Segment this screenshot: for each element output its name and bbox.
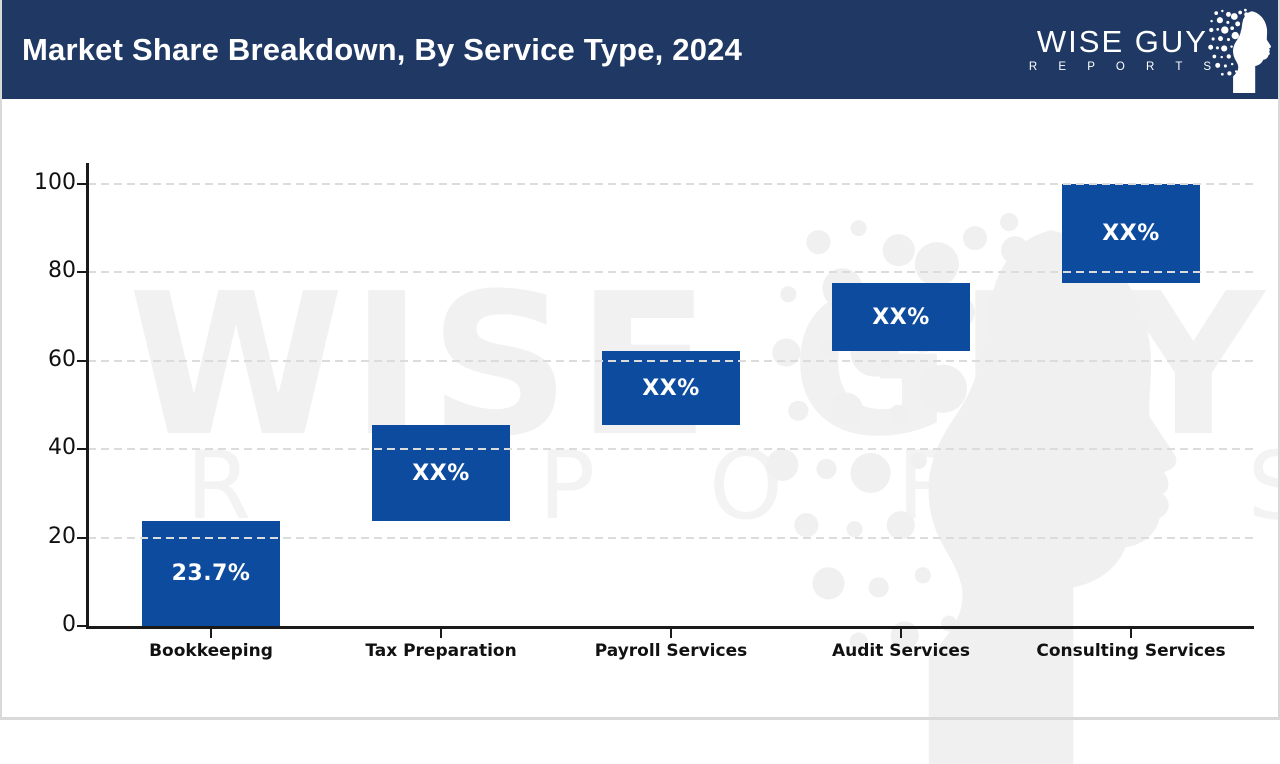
bar-consulting-services: XX% [1062,184,1200,284]
logo-name: WISE GUY [1036,24,1208,59]
bar-audit-services: XX% [832,283,970,352]
gridline-40 [88,448,1254,451]
y-tick-label: 60 [48,346,76,372]
x-tick-mark [1130,629,1132,638]
gridline-60 [88,359,1254,362]
y-tick-mark [77,359,87,362]
bar-value-label: XX% [1102,221,1160,247]
y-tick-label: 100 [34,170,76,195]
logo-tagline: R E P O R T S [1028,61,1220,73]
y-tick-label: 0 [62,612,76,637]
bar-bookkeeping: 23.7% [142,521,280,626]
x-category-label: Audit Services [831,641,971,661]
y-tick-label: 40 [48,435,76,461]
y-axis-line [86,163,89,629]
y-tick-mark [77,183,87,185]
waterfall-chart: 23.7% XX% XX% XX% XX% 0 20 40 60 80 100 Bookkeeping… [34,163,1254,661]
y-tick-label: 80 [48,258,76,284]
bar-payroll-services: XX% [602,351,740,426]
x-tick-mark [900,629,902,638]
x-tick-mark [210,629,212,638]
wise-guy-reports-logo: WISE GUY R E P O R T S [1025,7,1274,93]
x-tick-mark [440,629,442,638]
y-tick-mark [77,448,87,451]
y-tick-mark [77,625,87,627]
y-tick-label: 20 [48,523,76,549]
y-tick-mark [77,536,87,539]
gridline-20 [88,536,1254,539]
x-axis-line [86,626,1254,629]
gridline-100 [88,183,1254,185]
x-category-label: Payroll Services [594,641,748,661]
x-category-label: Tax Preparation [365,641,517,661]
page-title: Market Share Breakdown, By Service Type,… [22,31,743,67]
header-banner: Market Share Breakdown, By Service Type,… [0,0,1280,99]
y-tick-mark [77,271,87,274]
x-category-label: Consulting Services [1036,641,1226,661]
bar-value-label: 23.7% [171,561,251,587]
bar-value-label: XX% [872,304,930,330]
bar-value-label: XX% [412,460,470,486]
x-tick-mark [670,629,672,638]
bar-value-label: XX% [642,375,700,401]
logo-text: WISE GUY R E P O R T S [1025,26,1220,73]
bar-tax-preparation: XX% [372,425,510,522]
x-category-label: Bookkeeping [149,641,273,661]
gridline-80 [88,271,1254,274]
